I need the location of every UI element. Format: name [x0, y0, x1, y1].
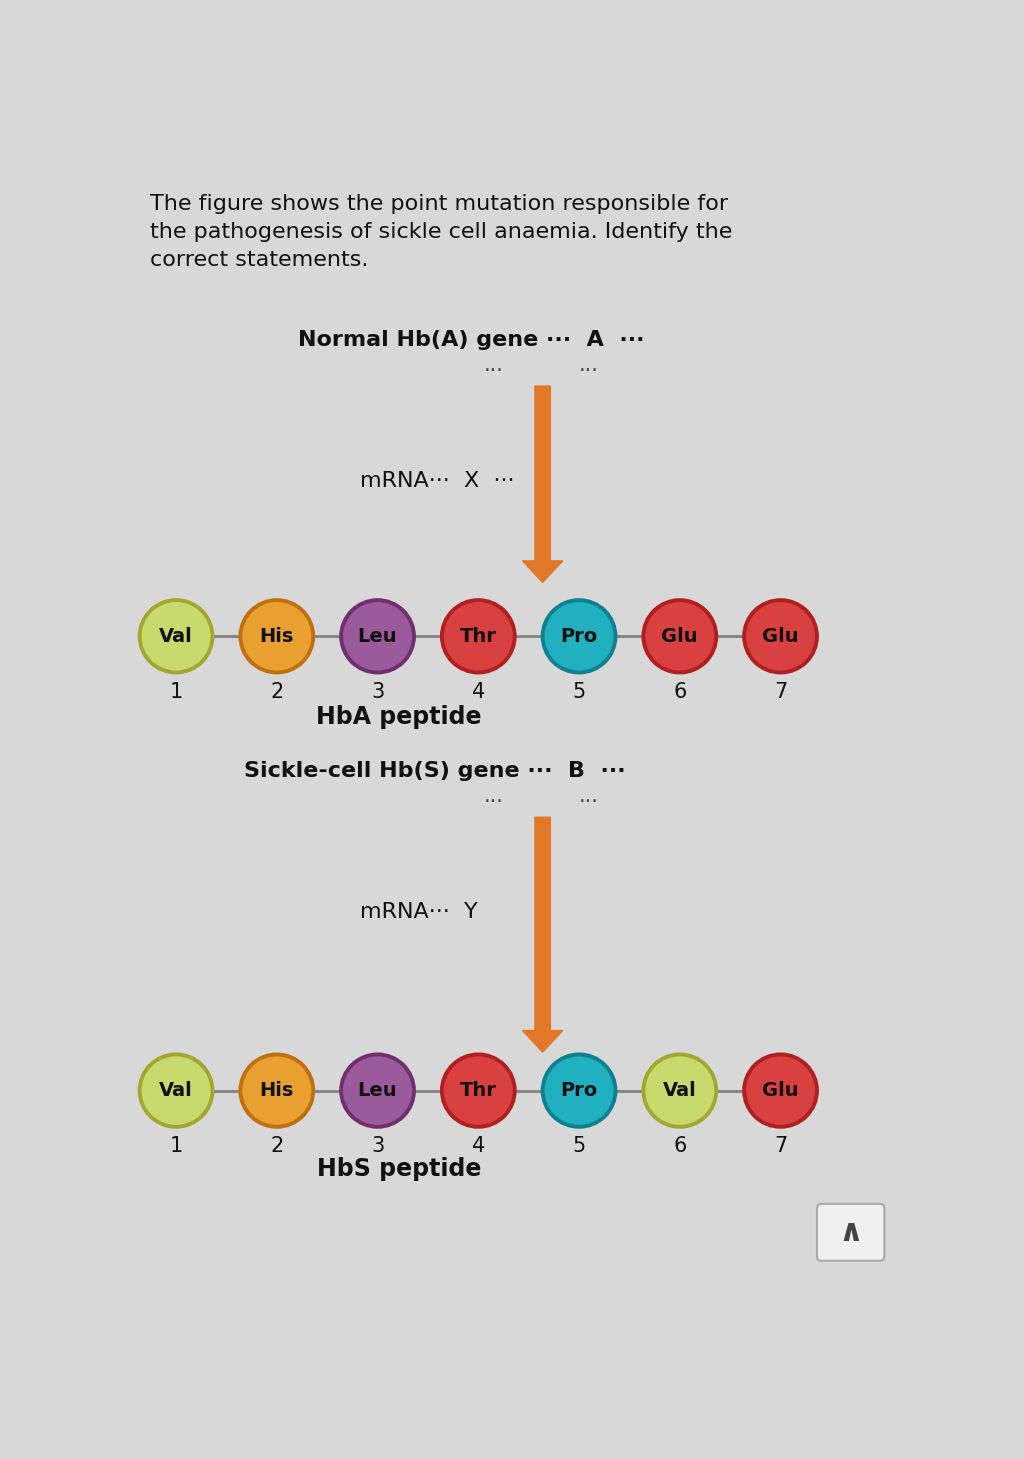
Circle shape [341, 600, 414, 673]
Circle shape [241, 600, 313, 673]
Text: Pro: Pro [560, 1081, 598, 1100]
Text: 5: 5 [572, 681, 586, 702]
Text: ···: ··· [580, 360, 599, 381]
Circle shape [744, 1055, 817, 1126]
Circle shape [643, 1055, 716, 1126]
Text: 4: 4 [472, 681, 485, 702]
Text: Thr: Thr [460, 1081, 497, 1100]
Text: Leu: Leu [357, 1081, 397, 1100]
Text: His: His [260, 1081, 294, 1100]
Text: 2: 2 [270, 1137, 284, 1156]
Text: 6: 6 [673, 1137, 686, 1156]
Circle shape [744, 600, 817, 673]
Circle shape [442, 600, 515, 673]
Text: HbA peptide: HbA peptide [316, 705, 482, 730]
Text: Val: Val [159, 627, 193, 646]
FancyArrow shape [522, 817, 563, 1052]
Text: 6: 6 [673, 681, 686, 702]
Text: Normal Hb(A) gene ···  A  ···: Normal Hb(A) gene ··· A ··· [299, 330, 645, 350]
Text: Glu: Glu [762, 627, 799, 646]
Text: 5: 5 [572, 1137, 586, 1156]
Circle shape [643, 600, 716, 673]
Text: Glu: Glu [762, 1081, 799, 1100]
Text: HbS peptide: HbS peptide [317, 1157, 481, 1182]
Text: Pro: Pro [560, 627, 598, 646]
Circle shape [139, 1055, 212, 1126]
Text: Sickle-cell Hb(S) gene ···  B  ···: Sickle-cell Hb(S) gene ··· B ··· [245, 762, 626, 781]
Text: 3: 3 [371, 1137, 384, 1156]
Text: ···: ··· [484, 360, 504, 381]
Text: mRNA···  X  ···: mRNA··· X ··· [360, 471, 515, 490]
Text: Glu: Glu [662, 627, 698, 646]
Text: 1: 1 [169, 1137, 182, 1156]
FancyArrow shape [522, 387, 563, 582]
Circle shape [139, 600, 212, 673]
Text: ···: ··· [580, 792, 599, 811]
Text: 7: 7 [774, 681, 787, 702]
Text: mRNA···  Y: mRNA··· Y [360, 902, 478, 922]
Text: His: His [260, 627, 294, 646]
Text: 2: 2 [270, 681, 284, 702]
Text: Thr: Thr [460, 627, 497, 646]
Text: Val: Val [159, 1081, 193, 1100]
Text: 1: 1 [169, 681, 182, 702]
Text: 7: 7 [774, 1137, 787, 1156]
Text: ∧: ∧ [839, 1218, 863, 1247]
Text: Leu: Leu [357, 627, 397, 646]
Circle shape [341, 1055, 414, 1126]
Text: The figure shows the point mutation responsible for
the pathogenesis of sickle c: The figure shows the point mutation resp… [150, 194, 732, 270]
Text: 3: 3 [371, 681, 384, 702]
FancyBboxPatch shape [817, 1204, 885, 1261]
Text: 4: 4 [472, 1137, 485, 1156]
Text: ···: ··· [484, 792, 504, 811]
Text: Val: Val [663, 1081, 696, 1100]
Circle shape [543, 1055, 615, 1126]
Circle shape [543, 600, 615, 673]
Circle shape [241, 1055, 313, 1126]
Circle shape [442, 1055, 515, 1126]
